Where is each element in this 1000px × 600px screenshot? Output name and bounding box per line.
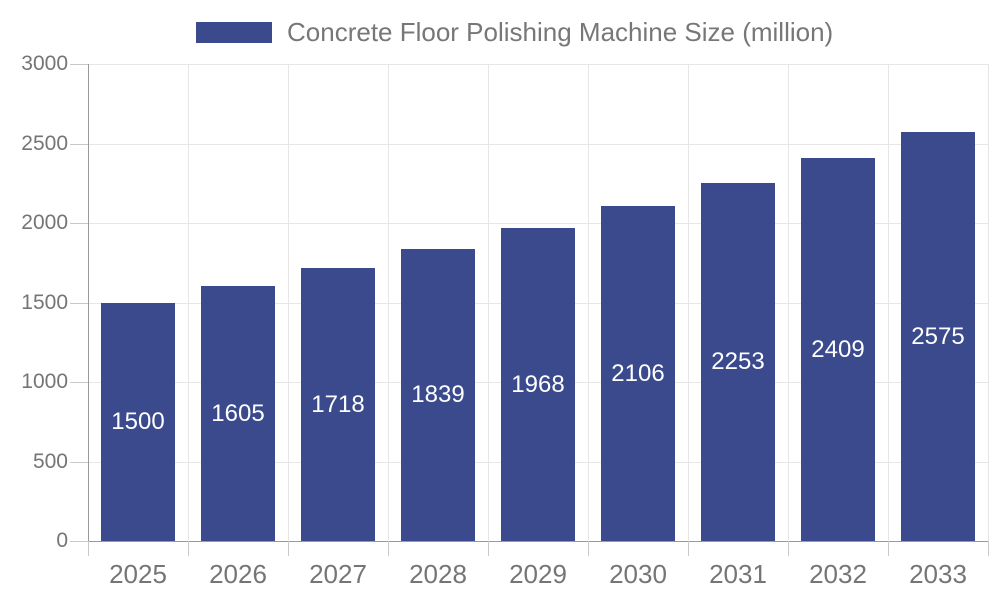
bar: 1968 [501,228,575,541]
x-tick-label: 2025 [109,559,167,589]
bar-value-label: 1718 [311,390,365,418]
y-tick-label: 1000 [21,370,68,393]
bar: 2575 [901,132,975,541]
gridline-vertical [488,64,489,541]
x-axis-tick [988,541,989,556]
x-axis-tick [888,541,889,556]
x-axis-tick [388,541,389,556]
bar-value-label: 1500 [111,408,165,435]
bar-value-label: 2106 [611,359,665,387]
x-tick-label: 2031 [709,559,767,589]
y-axis-line [88,64,89,541]
y-axis-tick [70,64,88,65]
x-axis-tick [788,541,789,556]
x-axis-line [88,541,988,542]
x-axis-tick [488,541,489,556]
legend-label: Concrete Floor Polishing Machine Size (m… [287,17,834,47]
y-tick-label: 2500 [21,132,68,155]
y-tick-label: 1500 [21,291,68,314]
y-axis-tick [70,382,88,383]
y-axis-tick [70,144,88,145]
x-tick-label: 2033 [909,559,967,589]
gridline-horizontal [88,64,988,65]
bar: 1605 [201,286,275,541]
x-tick-label: 2028 [409,559,467,589]
gridline-vertical [788,64,789,541]
bar: 1839 [401,249,475,541]
bar-value-label: 1605 [211,399,265,427]
x-axis-tick [688,541,689,556]
bar-value-label: 2575 [911,322,965,350]
x-tick-label: 2026 [209,559,267,589]
bar-value-label: 2253 [711,348,765,375]
bar: 2106 [601,206,675,541]
gridline-horizontal [88,144,988,145]
legend-swatch-icon [196,22,272,43]
x-axis-tick [88,541,89,556]
y-axis-tick [70,462,88,463]
y-tick-label: 0 [56,529,68,552]
x-axis-tick [588,541,589,556]
y-tick-label: 2000 [21,211,68,234]
bar-value-label: 1839 [411,381,465,408]
bar-value-label: 1968 [511,370,565,398]
bar: 2409 [801,158,875,541]
bar-value-label: 2409 [811,335,865,363]
gridline-vertical [688,64,689,541]
x-axis-tick [288,541,289,556]
x-tick-label: 2030 [609,559,667,589]
y-axis-tick [70,223,88,224]
gridline-vertical [388,64,389,541]
bar: 2253 [701,183,775,541]
y-axis-tick [70,303,88,304]
gridline-vertical [588,64,589,541]
bar: 1718 [301,268,375,541]
gridline-vertical [988,64,989,541]
gridline-horizontal [88,223,988,224]
y-tick-label: 500 [32,450,68,473]
y-tick-label: 3000 [21,52,68,75]
x-tick-label: 2027 [309,559,367,589]
gridline-vertical [288,64,289,541]
gridline-vertical [188,64,189,541]
x-tick-label: 2029 [509,559,567,589]
gridline-vertical [888,64,889,541]
x-tick-label: 2032 [809,559,867,589]
x-axis-tick [188,541,189,556]
legend[interactable]: Concrete Floor Polishing Machine Size (m… [196,17,833,48]
bar: 1500 [101,303,175,541]
y-axis-tick [70,541,88,542]
